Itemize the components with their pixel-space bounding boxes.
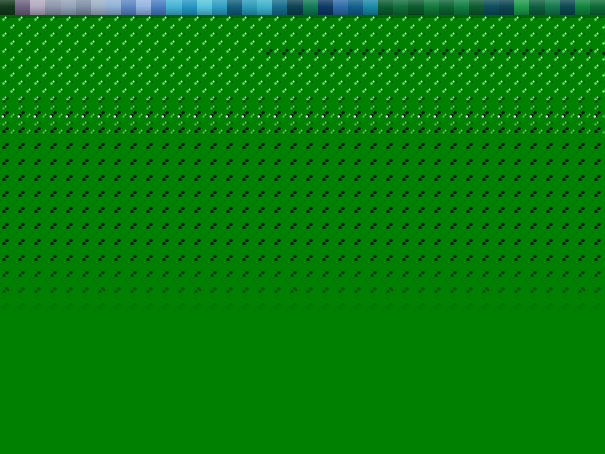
top-strip-block	[514, 0, 530, 15]
top-strip-block	[393, 0, 409, 15]
top-strip-block	[136, 0, 152, 15]
dark-dash-row-fade-2	[0, 266, 605, 282]
top-strip-block	[60, 0, 76, 15]
dark-dash-row-fade-1	[0, 250, 605, 266]
top-strip-block	[347, 0, 363, 15]
top-strip-block	[559, 0, 575, 15]
top-strip-block	[287, 0, 303, 15]
top-strip-block	[75, 0, 91, 15]
dark-dash-row-fade-red-tint	[0, 282, 605, 298]
dark-dash-row-highlighted	[0, 106, 605, 122]
solid-green-lower-field	[0, 312, 605, 454]
top-strip-block	[196, 0, 212, 15]
top-strip-block	[30, 0, 46, 15]
top-strip-block	[166, 0, 182, 15]
top-strip-block	[378, 0, 394, 15]
top-strip-block	[363, 0, 379, 15]
top-strip-block	[438, 0, 454, 15]
top-strip-block	[423, 0, 439, 15]
top-strip-block	[151, 0, 167, 15]
top-strip-block	[257, 0, 273, 15]
dark-dash-grid-main	[0, 138, 605, 250]
top-strip-block	[544, 0, 560, 15]
top-strip-block	[529, 0, 545, 15]
top-strip-block	[317, 0, 333, 15]
top-strip-block	[468, 0, 484, 15]
dark-dash-row-fade-4	[0, 298, 605, 312]
light-dot-halftone-upper	[0, 15, 605, 104]
top-strip-block	[574, 0, 590, 15]
top-strip-block	[242, 0, 258, 15]
top-strip-block	[181, 0, 197, 15]
corrupted-top-strip	[0, 0, 605, 15]
top-strip-block	[499, 0, 515, 15]
top-strip-block	[453, 0, 469, 15]
top-strip-block	[211, 0, 227, 15]
top-strip-block	[105, 0, 121, 15]
top-strip-block	[121, 0, 137, 15]
top-strip-block	[589, 0, 605, 15]
top-strip-block	[302, 0, 318, 15]
top-strip-block	[272, 0, 288, 15]
top-strip-block	[90, 0, 106, 15]
top-strip-block	[226, 0, 242, 15]
partial-dark-dash-row	[264, 46, 605, 58]
top-strip-block	[332, 0, 348, 15]
top-strip-block	[15, 0, 31, 15]
top-strip-block	[0, 0, 16, 15]
top-strip-block	[408, 0, 424, 15]
dark-dash-row	[0, 122, 605, 138]
top-strip-block	[484, 0, 500, 15]
top-strip-block	[45, 0, 61, 15]
dark-dash-row-faint	[0, 92, 605, 108]
